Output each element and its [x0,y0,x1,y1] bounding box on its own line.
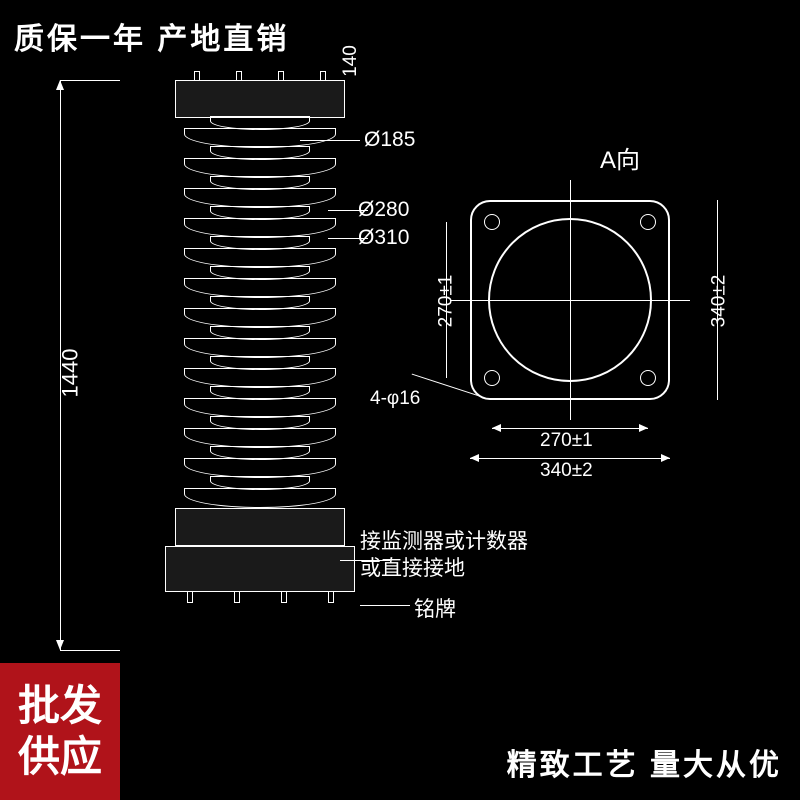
bolt-hole-icon [484,214,500,230]
bottom-base [165,546,355,592]
flange-outer-h-label: 340±2 [540,460,593,482]
top-cap [175,80,345,118]
bolt-icon [320,71,326,81]
bolt-hole-icon [640,370,656,386]
shed [184,458,336,478]
badge-line2: 供应 [18,733,102,780]
shed [184,218,336,238]
shed [184,368,336,388]
shed [184,158,336,178]
flange-inner-h-label: 270±1 [540,430,593,452]
overall-height-label: 1440 [57,349,83,398]
bottom-left-badge: 批发 供应 [0,663,120,800]
bolt-callout-label: 4-φ16 [370,388,420,410]
dia-small-label: Ø185 [364,128,415,152]
leader-line [360,605,410,606]
arrow-icon [56,80,64,90]
shed [184,398,336,418]
extension-line [60,650,120,651]
note-line2: 或直接接地 [360,557,465,580]
shed [184,248,336,268]
arrow-icon [56,640,64,650]
shed-stack [184,116,336,508]
extension-line [60,80,120,81]
shed [184,308,336,328]
flange-outer-v-label: 340±2 [709,275,731,328]
bolt-icon [236,71,242,81]
bottom-right-banner: 精致工艺 量大从优 [507,740,782,784]
bolt-hole-icon [640,214,656,230]
arrow-icon [492,424,501,432]
note-line1: 接监测器或计数器 [360,530,528,553]
bolt-icon [278,71,284,81]
badge-line1: 批发 [18,682,102,729]
shed [184,128,336,148]
foot-icon [328,591,334,603]
bottom-cap [175,508,345,546]
shed [184,488,336,508]
top-banner: 质保一年 产地直销 [14,14,289,58]
centerline [570,180,571,420]
foot-icon [187,591,193,603]
flange-inner-v-label: 270±1 [435,275,457,328]
shed [184,188,336,208]
shed [184,428,336,448]
nameplate-label: 铭牌 [414,593,456,623]
foot-icon [234,591,240,603]
arrow-icon [470,454,479,462]
arrow-icon [639,424,648,432]
base-feet [166,591,354,603]
foot-icon [281,591,287,603]
dim-line [492,428,648,429]
shed [184,278,336,298]
insulator-elevation [175,80,345,592]
top-bolts [176,71,344,81]
grounding-note: 接监测器或计数器 或直接接地 [360,528,528,583]
dim-line [470,458,670,459]
bolt-hole-icon [484,370,500,386]
flange-top-view: 270±1 340±2 270±1 340±2 4-φ16 [440,170,700,430]
shed [184,338,336,358]
engineering-drawing: 1440 140 [60,60,740,700]
arrow-icon [661,454,670,462]
dia-large-label: Ø310 [358,226,409,250]
dia-mid-label: Ø280 [358,198,409,222]
bolt-icon [194,71,200,81]
leader-line [300,140,360,141]
